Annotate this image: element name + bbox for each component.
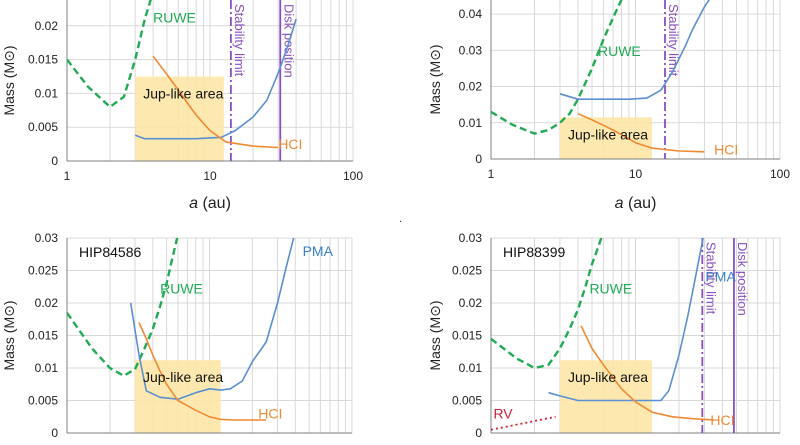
- series-line-rv: [491, 415, 556, 431]
- x-tick-label: 100: [343, 169, 363, 183]
- series-label-ruwe: RUWE: [589, 280, 632, 296]
- x-tick-label: 1: [488, 167, 495, 181]
- series-line-hci: [580, 325, 715, 421]
- y-tick-label: 0.03: [459, 231, 483, 245]
- panel-title: HIP84586: [79, 244, 141, 260]
- vertical-line-label: Stability limit: [666, 4, 681, 77]
- stray-dot: .: [399, 213, 402, 225]
- series-label-pma: PMA: [705, 269, 736, 285]
- series-line-ruwe: [491, 238, 603, 370]
- series-label-hci: HCI: [710, 412, 734, 428]
- y-tick-label: 0.02: [35, 19, 59, 33]
- series-line-pma: [559, 0, 710, 100]
- y-tick-label: 0.01: [35, 361, 59, 375]
- y-axis-label: Mass (M⊙): [427, 44, 443, 114]
- series-label-ruwe: RUWE: [160, 280, 203, 296]
- series-label-rv: RV: [493, 406, 513, 422]
- x-axis-label-var: a: [615, 195, 624, 212]
- series-label-hci: HCI: [258, 406, 282, 422]
- series-label-ruwe: RUWE: [598, 43, 641, 59]
- x-tick-label: 100: [770, 167, 790, 181]
- y-tick-label: 0.01: [459, 361, 483, 375]
- vertical-line-label: Disk position: [735, 242, 750, 316]
- y-tick-label: 0: [475, 152, 482, 166]
- y-tick-label: 0.01: [459, 116, 483, 130]
- y-tick-label: 0: [51, 154, 58, 168]
- y-axis-label: Mass (M⊙): [1, 45, 17, 115]
- x-tick-label: 10: [203, 169, 217, 183]
- jup-like-area-label: Jup-like area: [568, 126, 648, 142]
- y-tick-label: 0.03: [459, 43, 483, 57]
- y-tick-label: 0.01: [35, 86, 59, 100]
- y-tick-label: 0: [475, 426, 482, 440]
- y-tick-label: 0.02: [459, 80, 483, 94]
- vertical-line-label: Stability limit: [703, 242, 718, 315]
- y-axis-label: Mass (M⊙): [427, 300, 443, 370]
- series-label-ruwe: RUWE: [153, 9, 196, 25]
- x-tick-label: 1: [64, 169, 71, 183]
- series-label-hci: HCI: [714, 142, 738, 158]
- y-tick-label: 0.005: [28, 120, 58, 134]
- y-tick-label: 0.025: [452, 264, 482, 278]
- y-tick-label: 0.025: [28, 264, 58, 278]
- series-label-hci: HCI: [278, 136, 302, 152]
- series-line-ruwe: [67, 238, 179, 377]
- y-tick-label: 0.015: [28, 53, 58, 67]
- y-tick-label: 0: [51, 426, 58, 440]
- y-tick-label: 0.04: [459, 7, 483, 21]
- series-line-hci: [577, 112, 705, 153]
- y-tick-label: 0.005: [452, 394, 482, 408]
- jup-like-area-label: Jup-like area: [143, 86, 223, 102]
- jup-like-area: [134, 360, 221, 433]
- series-label-pma: PMA: [303, 243, 334, 259]
- series-line-hci: [152, 55, 279, 149]
- vertical-line-label: Stability limit: [232, 4, 247, 77]
- x-axis-label: a (au): [189, 195, 231, 212]
- y-tick-label: 0.005: [28, 394, 58, 408]
- series-line-ruwe: [491, 0, 623, 135]
- x-axis-label: a (au): [615, 195, 657, 212]
- y-tick-label: 0.015: [28, 329, 58, 343]
- series-line-pma: [134, 18, 297, 140]
- jup-like-area-label: Jup-like area: [143, 369, 223, 385]
- y-tick-label: 0.02: [35, 296, 59, 310]
- series-line-pma: [548, 238, 704, 402]
- y-tick-label: 0.02: [459, 296, 483, 310]
- jup-like-area: [559, 117, 652, 159]
- x-tick-label: 10: [629, 167, 643, 181]
- series-line-pma: [129, 238, 295, 401]
- x-axis-label-unit: (au): [624, 195, 657, 212]
- y-axis-label: Mass (M⊙): [1, 300, 17, 370]
- panel-title: HIP88399: [503, 244, 565, 260]
- chart-panel-3: Jup-like area RUWE PMA HCI HIP84586 0 0.005 0.0…: [1, 231, 353, 440]
- series-line-hci: [138, 322, 267, 421]
- x-axis-label-var: a: [189, 195, 198, 212]
- jup-like-area: [559, 360, 652, 433]
- chart-panel-2: Stability limit Jup-like area RUWE HCI 0 0.01…: [427, 0, 790, 212]
- series-line-ruwe: [67, 0, 152, 109]
- y-tick-label: 0.015: [452, 329, 482, 343]
- y-tick-label: 0.03: [35, 231, 59, 245]
- chart-panel-4: Stability limit Disk position Jup-like are…: [427, 231, 781, 440]
- jup-like-area-label: Jup-like area: [568, 369, 648, 385]
- x-axis-label-unit: (au): [198, 195, 231, 212]
